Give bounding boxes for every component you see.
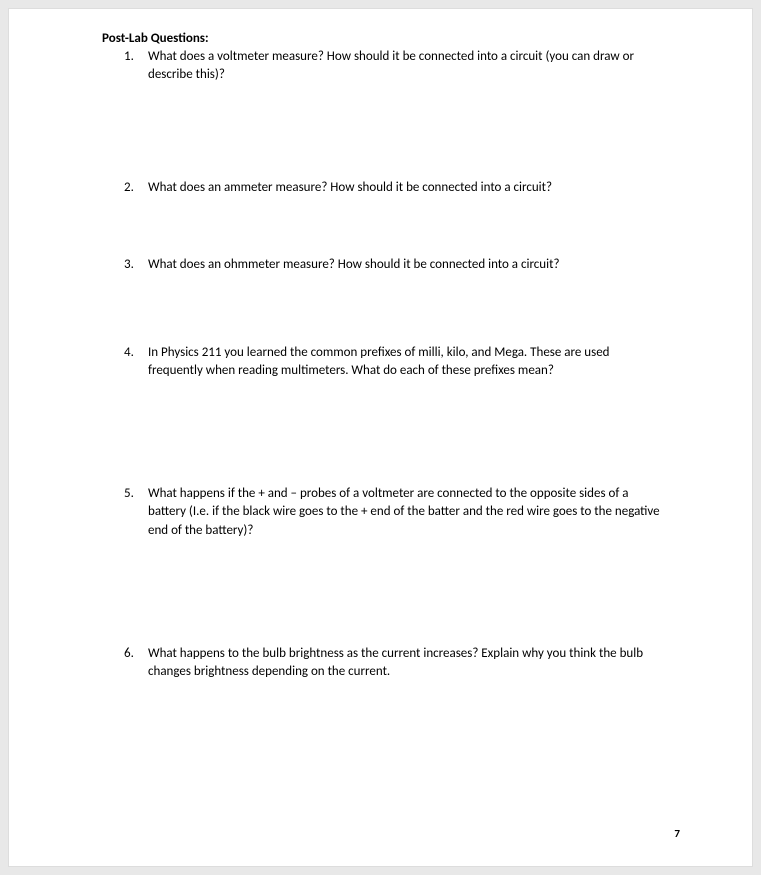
questions-list: 1. What does a voltmeter measure? How sh…: [124, 48, 697, 681]
question-number: 1.: [124, 48, 134, 66]
question-item: 1. What does a voltmeter measure? How sh…: [124, 48, 697, 84]
question-text: What does an ohmmeter measure? How shoul…: [148, 257, 559, 272]
question-number: 5.: [124, 485, 134, 503]
question-number: 4.: [124, 344, 134, 362]
question-number: 2.: [124, 179, 134, 197]
question-text: What happens if the + and – probes of a …: [148, 486, 660, 537]
question-text: What does an ammeter measure? How should…: [148, 180, 552, 195]
question-number: 3.: [124, 256, 134, 274]
question-text: What happens to the bulb brightness as t…: [148, 646, 643, 679]
question-item: 3. What does an ohmmeter measure? How sh…: [124, 256, 697, 274]
question-item: 6. What happens to the bulb brightness a…: [124, 645, 697, 681]
document-page: Post-Lab Questions: 1. What does a voltm…: [8, 8, 753, 867]
question-item: 4. In Physics 211 you learned the common…: [124, 344, 697, 380]
question-number: 6.: [124, 645, 134, 663]
question-text: What does a voltmeter measure? How shoul…: [148, 49, 634, 82]
question-text: In Physics 211 you learned the common pr…: [148, 345, 610, 378]
question-item: 5. What happens if the + and – probes of…: [124, 485, 697, 540]
section-title: Post-Lab Questions:: [102, 31, 697, 46]
question-item: 2. What does an ammeter measure? How sho…: [124, 179, 697, 197]
page-number: 7: [674, 827, 680, 840]
